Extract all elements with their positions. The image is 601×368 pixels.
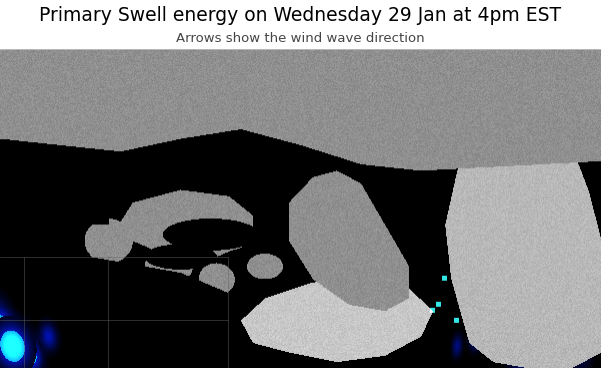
Text: Primary Swell energy on Wednesday 29 Jan at 4pm EST: Primary Swell energy on Wednesday 29 Jan…	[40, 6, 561, 25]
Text: Arrows show the wind wave direction: Arrows show the wind wave direction	[176, 32, 425, 45]
